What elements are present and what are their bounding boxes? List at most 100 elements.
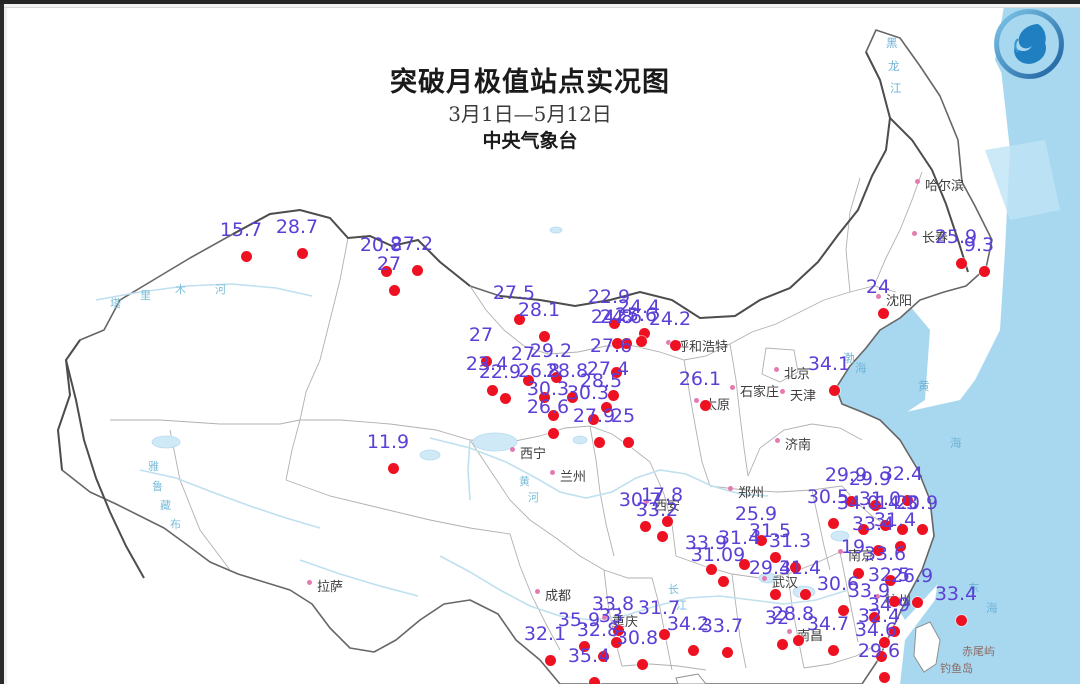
station-dot <box>889 626 900 637</box>
hydro-label-6: 藏 <box>160 499 171 512</box>
hydro-label-10: 长 <box>668 583 679 596</box>
city-dot <box>912 231 917 236</box>
city-label-9: 郑州 <box>728 482 764 501</box>
sea-label-7: 龙 <box>888 59 900 73</box>
station-value: 19 <box>840 536 866 558</box>
station-value: 25.6 <box>614 304 658 326</box>
station-value: 17.8 <box>640 484 684 506</box>
station-value: 9.3 <box>963 234 995 256</box>
city-label-8: 济南 <box>775 434 811 453</box>
station-dot <box>500 393 511 404</box>
station-dot <box>829 385 840 396</box>
station-dot <box>917 524 928 535</box>
station-value: 31.09 <box>690 544 746 566</box>
station-dot <box>598 651 609 662</box>
city-label-0: 哈尔滨 <box>915 175 964 194</box>
station-dot <box>793 635 804 646</box>
station-value: 30.5 <box>806 486 850 508</box>
city-dot <box>307 580 312 585</box>
hydro-label-11: 江 <box>676 599 687 612</box>
island-label-0: 赤尾屿 <box>962 645 995 658</box>
station-value: 32.1 <box>523 623 567 645</box>
station-value: 27.2 <box>390 233 434 255</box>
station-dot <box>623 437 634 448</box>
station-dot <box>548 428 559 439</box>
station-dot <box>551 372 562 383</box>
station-dot <box>567 392 578 403</box>
city-dot <box>728 486 733 491</box>
city-dot <box>775 438 780 443</box>
station-value: 27.9 <box>572 405 616 427</box>
station-dot <box>539 392 550 403</box>
station-value: 34.2 <box>666 613 710 635</box>
station-value: 34.9 <box>867 594 911 616</box>
station-dot <box>637 659 648 670</box>
window-chrome-top <box>0 0 1080 4</box>
station-value: 33.9 <box>684 532 728 554</box>
station-value: 29.4 <box>748 557 792 579</box>
sea-label-8: 江 <box>890 81 902 95</box>
station-value: 33.2 <box>635 499 679 521</box>
station-value: 34.7 <box>806 613 850 635</box>
station-dot <box>770 552 781 563</box>
station-dot <box>611 637 622 648</box>
station-value: 27 <box>468 324 494 346</box>
station-value: 24.4 <box>617 296 661 318</box>
station-value: 20.9 <box>895 492 939 514</box>
station-dot <box>912 597 923 608</box>
station-value: 31.7 <box>637 597 681 619</box>
hydro-label-1: 里 <box>140 289 151 302</box>
station-dot <box>838 605 849 616</box>
station-dot <box>613 625 624 636</box>
station-value: 27.6 <box>589 335 633 357</box>
station-dot <box>846 496 857 507</box>
station-dot <box>700 400 711 411</box>
station-value: 31.0 <box>858 488 902 510</box>
city-label-12: 西安 <box>644 495 680 514</box>
city-dot <box>838 549 843 554</box>
island-label-1: 钓鱼岛 <box>940 662 973 675</box>
station-value: 32.8 <box>576 619 620 641</box>
station-value: 34.1 <box>807 353 851 375</box>
station-value: 32.5 <box>867 564 911 586</box>
station-dot <box>876 651 887 662</box>
station-value: 30.3 <box>566 382 610 404</box>
station-value: 33.9 <box>847 580 891 602</box>
station-dot <box>739 559 750 570</box>
station-dot <box>601 402 612 413</box>
station-value: 30.3 <box>526 378 570 400</box>
station-value: 27.4 <box>586 358 630 380</box>
station-value: 35.4 <box>567 645 611 667</box>
city-dot <box>644 499 649 504</box>
station-value: 33.8 <box>591 593 635 615</box>
station-dot <box>611 367 622 378</box>
station-value: 27 <box>510 343 536 365</box>
station-dot <box>902 495 913 506</box>
city-dot <box>730 385 735 390</box>
station-dot <box>594 437 605 448</box>
station-dot <box>756 535 767 546</box>
hydro-label-5: 鲁 <box>152 480 163 493</box>
station-dot <box>880 520 891 531</box>
station-value: 25.9 <box>934 226 978 248</box>
page-title: 突破月极值站点实况图 <box>390 67 670 98</box>
station-dot <box>621 338 632 349</box>
station-dot <box>770 589 781 600</box>
station-dot <box>878 308 889 319</box>
station-value: 20.8 <box>359 234 403 256</box>
city-dot <box>535 589 540 594</box>
station-dot <box>589 677 600 684</box>
sea-label-4: 东 <box>968 581 980 595</box>
station-dot <box>828 645 839 656</box>
city-label-19: 南京 <box>838 545 874 564</box>
station-dot <box>657 531 668 542</box>
station-dot <box>885 575 896 586</box>
city-label-7: 石家庄 <box>730 381 779 400</box>
city-label-13: 拉萨 <box>307 576 343 595</box>
station-value: 11.9 <box>366 431 410 453</box>
hydro-label-8: 黄 <box>519 475 530 488</box>
station-dot <box>688 645 699 656</box>
station-value: 14.3 <box>875 492 919 514</box>
